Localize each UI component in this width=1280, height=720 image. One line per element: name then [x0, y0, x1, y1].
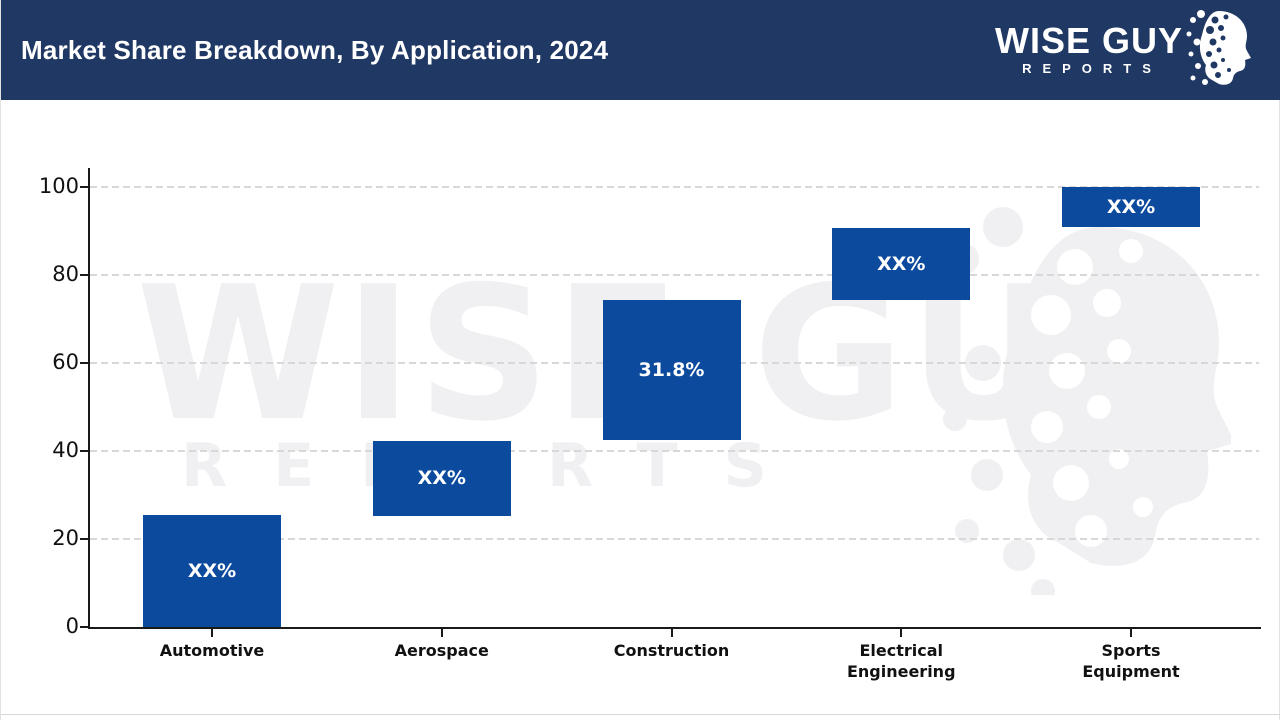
gridline-80 [90, 274, 1259, 276]
x-category-label: Aerospace [394, 641, 489, 660]
bar-value-label: 31.8% [638, 359, 705, 382]
y-axis-line [88, 168, 90, 628]
bar-construction: 31.8% [602, 300, 741, 440]
x-category-label: Automotive [159, 641, 265, 660]
x-category-label: Construction [613, 641, 730, 660]
y-tick-mark-0 [80, 626, 88, 628]
brand-head-icon [1185, 8, 1255, 92]
y-tick-mark-20 [80, 538, 88, 540]
brand-name: WISE GUY [994, 20, 1183, 61]
x-tick-mark-1 [440, 629, 443, 637]
gridline-20 [90, 538, 1259, 540]
brand-logo: WISE GUY REPORTS [995, 8, 1255, 92]
y-tick-mark-100 [80, 186, 88, 188]
header-band: Market Share Breakdown, By Application, … [1, 0, 1280, 100]
y-tick-label-60: 60 [52, 350, 79, 374]
x-tick-mark-4 [1130, 629, 1132, 637]
bar-automotive: XX% [143, 514, 281, 627]
x-category-label: Electrical Engineering [846, 641, 956, 681]
x-tick-mark-0 [211, 629, 213, 637]
bar-value-label: XX% [417, 467, 466, 490]
x-axis-line [88, 627, 1261, 629]
bar-aerospace: XX% [372, 440, 511, 516]
x-tick-mark-3 [900, 629, 903, 637]
brand-logo-text: WISE GUY REPORTS [995, 23, 1183, 77]
y-tick-mark-80 [80, 274, 88, 276]
y-tick-label-80: 80 [52, 262, 79, 286]
y-tick-label-100: 100 [38, 174, 79, 198]
bar-value-label: XX% [187, 559, 237, 582]
bar-value-label: XX% [1106, 196, 1156, 219]
brand-subname: REPORTS [1022, 61, 1162, 76]
y-tick-label-40: 40 [52, 438, 79, 462]
watermark-head-icon [931, 195, 1235, 603]
y-tick-mark-40 [80, 450, 88, 452]
bar-sports-equipment: XX% [1062, 187, 1200, 228]
y-tick-mark-60 [80, 362, 88, 364]
chart-title: Market Share Breakdown, By Application, … [21, 34, 609, 65]
page-bottom-rule [1, 714, 1280, 715]
bar-electrical-engineering: XX% [832, 227, 971, 300]
x-category-label: Sports Equipment [1082, 641, 1180, 681]
gridline-100 [90, 186, 1259, 188]
y-tick-label-20: 20 [52, 526, 79, 550]
y-tick-label-0: 0 [65, 614, 79, 638]
bar-value-label: XX% [877, 252, 926, 275]
gridline-40 [90, 450, 1259, 452]
x-tick-mark-2 [670, 629, 673, 637]
